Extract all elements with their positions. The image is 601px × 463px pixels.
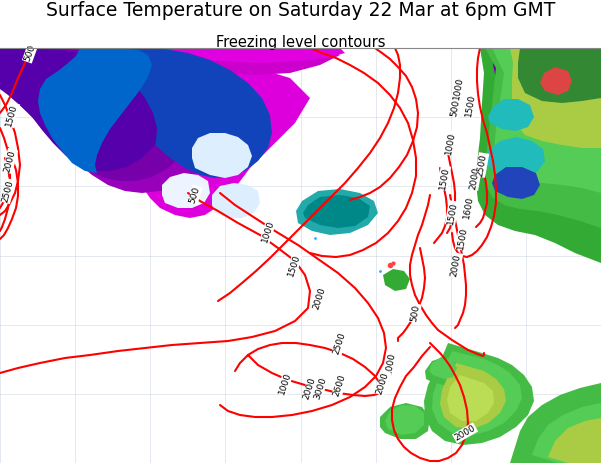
Text: 2000: 2000 (302, 376, 318, 400)
Polygon shape (115, 48, 272, 178)
Polygon shape (493, 48, 582, 98)
Text: 1000: 1000 (383, 351, 397, 375)
Polygon shape (512, 48, 564, 72)
Text: 2500: 2500 (475, 153, 489, 177)
Text: 1500: 1500 (445, 201, 459, 225)
Polygon shape (548, 418, 601, 463)
Polygon shape (0, 48, 240, 193)
Polygon shape (492, 48, 601, 193)
Polygon shape (385, 405, 424, 435)
Polygon shape (484, 137, 545, 177)
Polygon shape (192, 133, 252, 178)
Polygon shape (518, 48, 601, 103)
Polygon shape (0, 48, 310, 218)
Text: 2000: 2000 (469, 166, 481, 190)
Text: 1500: 1500 (5, 103, 19, 127)
Text: 500: 500 (23, 44, 37, 63)
Polygon shape (380, 403, 430, 439)
Polygon shape (0, 48, 340, 75)
Text: 1000: 1000 (451, 76, 465, 100)
Text: 2500: 2500 (1, 179, 15, 203)
Text: 1000: 1000 (260, 219, 276, 244)
Text: 2600: 2600 (332, 373, 348, 397)
Polygon shape (440, 363, 506, 429)
Polygon shape (0, 48, 168, 171)
Polygon shape (212, 183, 260, 218)
Polygon shape (540, 67, 572, 95)
Polygon shape (510, 383, 601, 463)
Polygon shape (502, 48, 572, 88)
Text: 2000: 2000 (312, 286, 328, 310)
Text: 2000: 2000 (450, 253, 462, 277)
Polygon shape (510, 48, 601, 148)
Text: 1500: 1500 (438, 166, 450, 190)
Text: 2000: 2000 (453, 423, 477, 443)
Text: 2500: 2500 (332, 331, 348, 355)
Polygon shape (429, 357, 457, 379)
Polygon shape (432, 351, 522, 436)
Polygon shape (303, 195, 370, 228)
Polygon shape (425, 357, 460, 385)
Polygon shape (476, 48, 601, 263)
Polygon shape (532, 403, 601, 463)
Text: 500: 500 (449, 99, 461, 117)
Text: 500: 500 (409, 304, 421, 322)
Polygon shape (0, 48, 345, 63)
Polygon shape (488, 99, 534, 131)
Polygon shape (492, 167, 540, 199)
Text: 1000: 1000 (444, 131, 456, 155)
Polygon shape (485, 48, 601, 228)
Polygon shape (162, 173, 210, 208)
Text: 1000: 1000 (277, 371, 293, 395)
Text: 3000: 3000 (312, 375, 328, 400)
Text: 2000: 2000 (375, 371, 391, 395)
Polygon shape (383, 269, 410, 291)
Text: 1500: 1500 (456, 226, 468, 250)
Text: Freezing level contours: Freezing level contours (216, 35, 385, 50)
Text: 1500: 1500 (463, 93, 477, 117)
Polygon shape (447, 375, 494, 421)
Polygon shape (487, 48, 590, 103)
Polygon shape (38, 48, 152, 173)
Text: Surface Temperature on Saturday 22 Mar at 6pm GMT: Surface Temperature on Saturday 22 Mar a… (46, 0, 555, 19)
Polygon shape (0, 48, 202, 181)
Polygon shape (296, 189, 378, 235)
Text: 2000: 2000 (2, 149, 17, 173)
Polygon shape (424, 343, 534, 445)
Text: 1500: 1500 (286, 253, 302, 277)
Text: 500: 500 (188, 185, 202, 205)
Text: 1600: 1600 (462, 195, 474, 219)
